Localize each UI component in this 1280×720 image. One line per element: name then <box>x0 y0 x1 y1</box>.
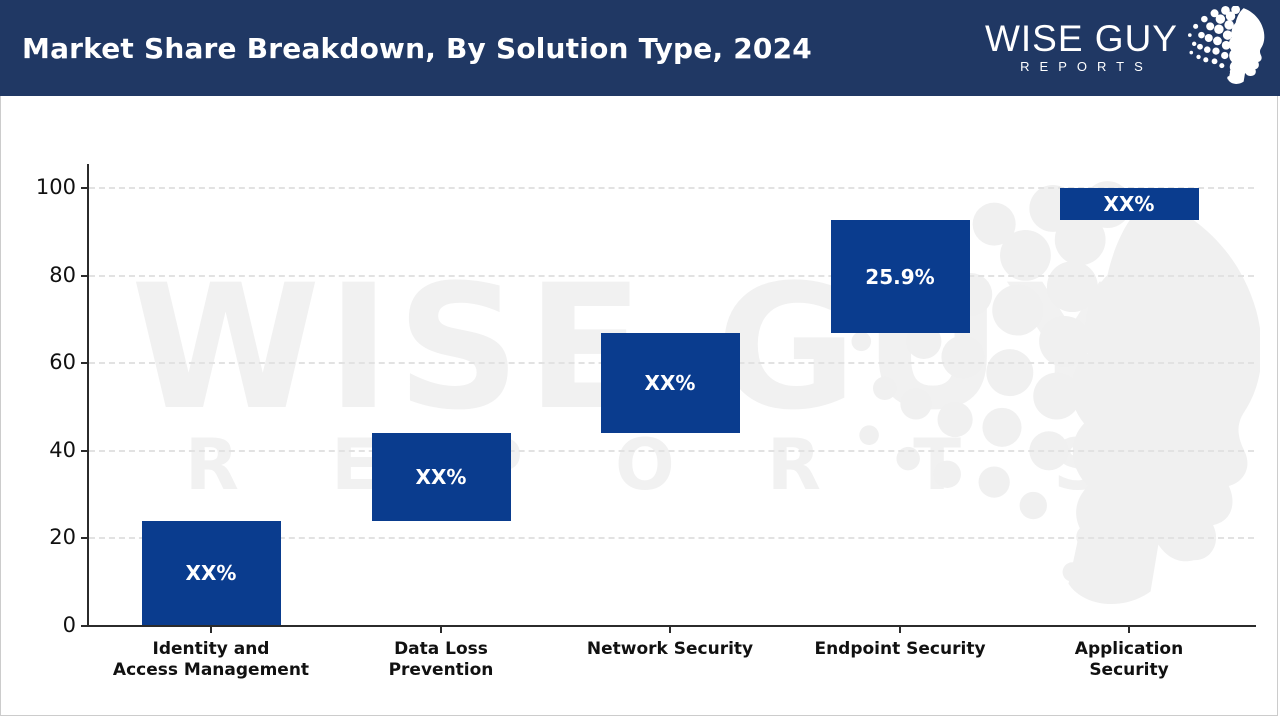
bar-segment-0: XX% <box>141 520 281 626</box>
x-tick-mark <box>899 627 901 633</box>
gridline-40 <box>89 449 1254 452</box>
bar-value-label: XX% <box>644 371 696 396</box>
category-label-0: Identity and Access Management <box>112 639 310 681</box>
header-band: Market Share Breakdown, By Solution Type… <box>0 0 1280 96</box>
y-tick-mark <box>81 625 88 627</box>
x-axis-spine <box>87 625 1256 627</box>
category-label-3: Endpoint Security <box>814 639 986 659</box>
gridline-20 <box>89 537 1254 540</box>
page-title: Market Share Breakdown, By Solution Type… <box>22 31 812 65</box>
bar-segment-4: XX% <box>1059 188 1199 220</box>
y-tick-mark <box>81 537 88 540</box>
y-tick-label: 60 <box>49 350 76 375</box>
y-tick-mark <box>81 449 88 452</box>
brand-subtitle: REPORTS <box>1020 58 1153 74</box>
y-tick-label: 0 <box>62 613 76 637</box>
dotted-head-icon <box>1188 6 1265 84</box>
x-tick-mark <box>669 627 671 633</box>
bar-value-label: XX% <box>185 561 237 586</box>
x-tick-mark <box>210 627 212 633</box>
y-tick-label: 40 <box>49 437 76 462</box>
bar-segment-2: XX% <box>600 333 740 434</box>
category-label-2: Network Security <box>586 639 754 659</box>
bar-value-label: 25.9% <box>865 264 935 289</box>
y-tick-label: 100 <box>35 175 76 199</box>
gridline-100 <box>89 187 1254 189</box>
watermark-subtitle-text: R E P O R T S <box>185 424 1138 506</box>
y-tick-mark <box>81 274 88 277</box>
x-tick-mark <box>440 627 442 633</box>
bar-segment-1: XX% <box>371 433 511 521</box>
bar-segment-3: 25.9% <box>830 219 970 334</box>
category-label-4: Application Security <box>1074 639 1184 681</box>
y-tick-mark <box>81 362 88 365</box>
brand-name: WISE GUY <box>984 17 1178 59</box>
x-tick-mark <box>1128 627 1130 633</box>
brand-logo: WISE GUY REPORTS <box>985 6 1266 86</box>
plot-frame <box>0 96 1278 716</box>
gridline-80 <box>89 274 1254 277</box>
y-tick-mark <box>81 187 88 189</box>
y-tick-label: 80 <box>49 262 76 287</box>
y-tick-label: 20 <box>49 525 76 550</box>
y-axis-spine <box>87 164 89 627</box>
bar-value-label: XX% <box>1103 191 1155 216</box>
category-label-1: Data Loss Prevention <box>388 639 494 681</box>
brand-logo-text: WISE GUY REPORTS <box>985 20 1178 73</box>
bar-value-label: XX% <box>415 465 467 490</box>
